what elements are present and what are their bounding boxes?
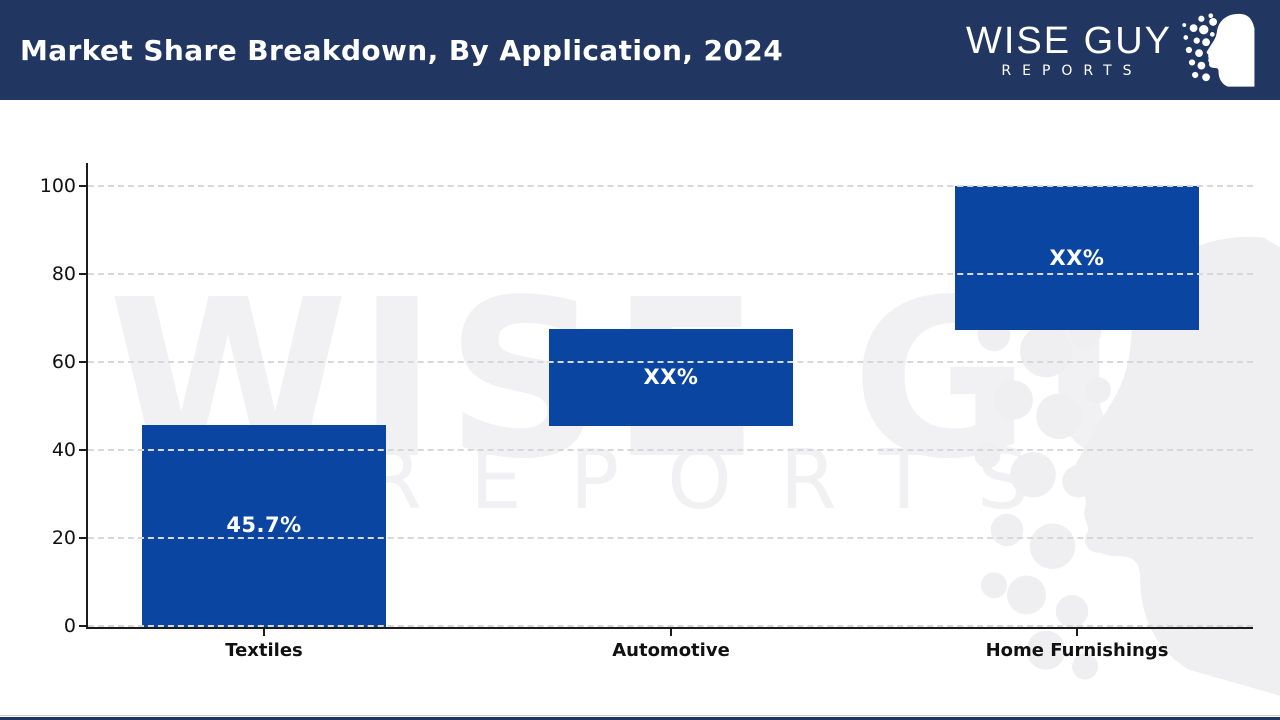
y-axis-tick-label: 20 bbox=[51, 527, 76, 549]
bar-automotive bbox=[549, 329, 793, 426]
x-axis-label-automotive: Automotive bbox=[612, 640, 730, 661]
y-axis-tick-label: 0 bbox=[63, 615, 76, 637]
footer-bar bbox=[0, 717, 1280, 720]
logo-reports-label: REPORTS bbox=[1001, 63, 1143, 79]
wiseguy-head-icon bbox=[1182, 13, 1255, 87]
y-axis-tick bbox=[79, 537, 86, 539]
y-axis-tick bbox=[79, 361, 86, 363]
watermark-reports: REPORTS bbox=[365, 433, 1077, 528]
bar-textiles bbox=[142, 424, 386, 627]
x-axis-spine bbox=[86, 627, 1253, 629]
wiseguy-logo: WISE GUY REPORTS bbox=[966, 7, 1256, 93]
bar-value-label: XX% bbox=[1049, 245, 1105, 270]
bar-value-label: XX% bbox=[643, 364, 699, 389]
y-axis-spine bbox=[86, 163, 88, 629]
gridline-y60 bbox=[88, 361, 1253, 363]
gridline-y80 bbox=[88, 273, 1253, 275]
wiseguy-logo-text: WISE GUY REPORTS bbox=[966, 22, 1172, 78]
y-axis-tick-label: 60 bbox=[51, 351, 76, 373]
y-axis-tick bbox=[79, 273, 86, 275]
gridline-y40 bbox=[88, 449, 1253, 451]
y-axis-tick-label: 40 bbox=[51, 439, 76, 461]
x-axis-label-textiles: Textiles bbox=[225, 640, 303, 661]
y-axis-tick bbox=[79, 625, 86, 627]
x-axis-tick bbox=[1076, 629, 1078, 636]
x-axis-label-home-furnishings: Home Furnishings bbox=[985, 640, 1169, 661]
logo-wise-guy-label: WISE GUY bbox=[965, 20, 1172, 62]
y-axis-tick bbox=[79, 449, 86, 451]
x-axis-tick bbox=[670, 629, 672, 636]
chart-title: Market Share Breakdown, By Application, … bbox=[20, 33, 784, 67]
y-axis-tick-label: 100 bbox=[39, 175, 76, 197]
x-axis-tick bbox=[263, 629, 265, 636]
gridline-y20 bbox=[88, 537, 1253, 539]
gridline-y0 bbox=[88, 625, 1253, 627]
y-axis-tick bbox=[79, 185, 86, 187]
bar-home-furnishings bbox=[955, 186, 1199, 330]
header-bar: Market Share Breakdown, By Application, … bbox=[0, 0, 1280, 100]
footer-hairline bbox=[0, 715, 1280, 716]
gridline-y100 bbox=[88, 185, 1253, 187]
y-axis-tick-label: 80 bbox=[51, 263, 76, 285]
bar-value-label: 45.7% bbox=[226, 513, 302, 538]
